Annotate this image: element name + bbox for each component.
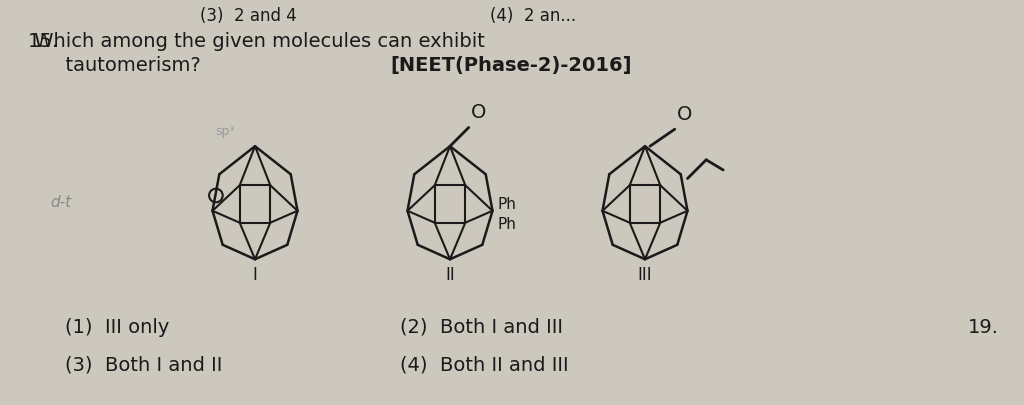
Text: O: O [677,105,692,124]
Text: (3)  2 and 4: (3) 2 and 4 [200,7,297,25]
Text: (2)  Both I and III: (2) Both I and III [400,317,563,336]
Text: 15.: 15. [28,32,59,51]
Text: Which among the given molecules can exhibit: Which among the given molecules can exhi… [28,32,485,51]
Text: 19.: 19. [968,317,999,336]
Text: (1)  III only: (1) III only [65,317,169,336]
Text: (3)  Both I and II: (3) Both I and II [65,355,222,374]
Text: Ph: Ph [498,196,516,211]
Text: d-t: d-t [50,194,71,209]
Text: Ph: Ph [498,216,516,231]
Text: O: O [471,103,486,122]
Text: [NEET(Phase-2)-2016]: [NEET(Phase-2)-2016] [390,56,632,75]
Text: tautomerism?: tautomerism? [28,56,201,75]
Text: III: III [638,266,652,284]
Text: sp³: sp³ [215,125,234,138]
Text: (4)  Both II and III: (4) Both II and III [400,355,568,374]
Text: I: I [253,266,257,284]
Text: II: II [445,266,455,284]
Text: (4)  2 an...: (4) 2 an... [490,7,577,25]
